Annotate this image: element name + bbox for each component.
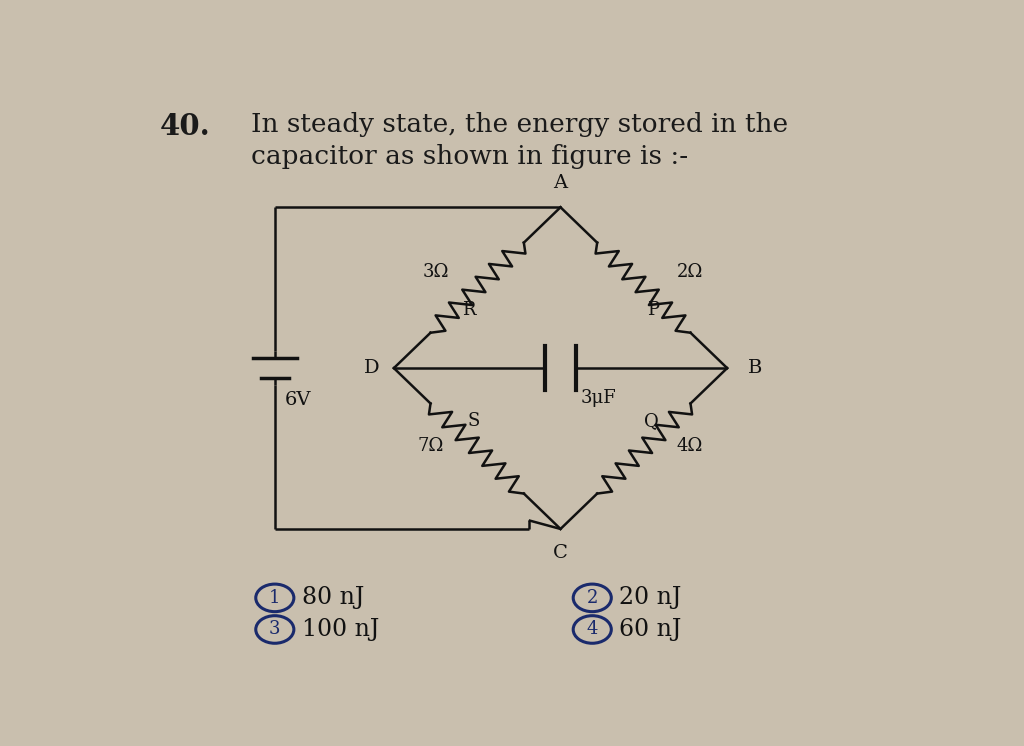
Text: 80 nJ: 80 nJ	[302, 586, 365, 609]
Text: S: S	[467, 412, 479, 430]
Text: 2: 2	[587, 589, 598, 607]
Text: 2Ω: 2Ω	[677, 263, 703, 280]
Text: C: C	[553, 544, 568, 562]
Text: 7Ω: 7Ω	[418, 436, 444, 454]
Text: In steady state, the energy stored in the: In steady state, the energy stored in th…	[251, 113, 788, 137]
Text: 40.: 40.	[160, 113, 211, 142]
Text: 3: 3	[269, 621, 281, 639]
Text: B: B	[748, 359, 762, 377]
Text: 20 nJ: 20 nJ	[620, 586, 682, 609]
Text: P: P	[647, 301, 659, 319]
Text: D: D	[364, 359, 380, 377]
Text: 4: 4	[587, 621, 598, 639]
Text: 6V: 6V	[285, 391, 311, 409]
Text: 3μF: 3μF	[581, 389, 616, 407]
Text: Q: Q	[644, 412, 659, 430]
Text: 1: 1	[269, 589, 281, 607]
Text: capacitor as shown in figure is :-: capacitor as shown in figure is :-	[251, 144, 688, 169]
Text: 100 nJ: 100 nJ	[302, 618, 379, 641]
Text: 4Ω: 4Ω	[677, 436, 703, 454]
Text: 60 nJ: 60 nJ	[620, 618, 682, 641]
Text: R: R	[463, 301, 476, 319]
Text: 3Ω: 3Ω	[423, 263, 450, 280]
Text: A: A	[553, 175, 567, 192]
